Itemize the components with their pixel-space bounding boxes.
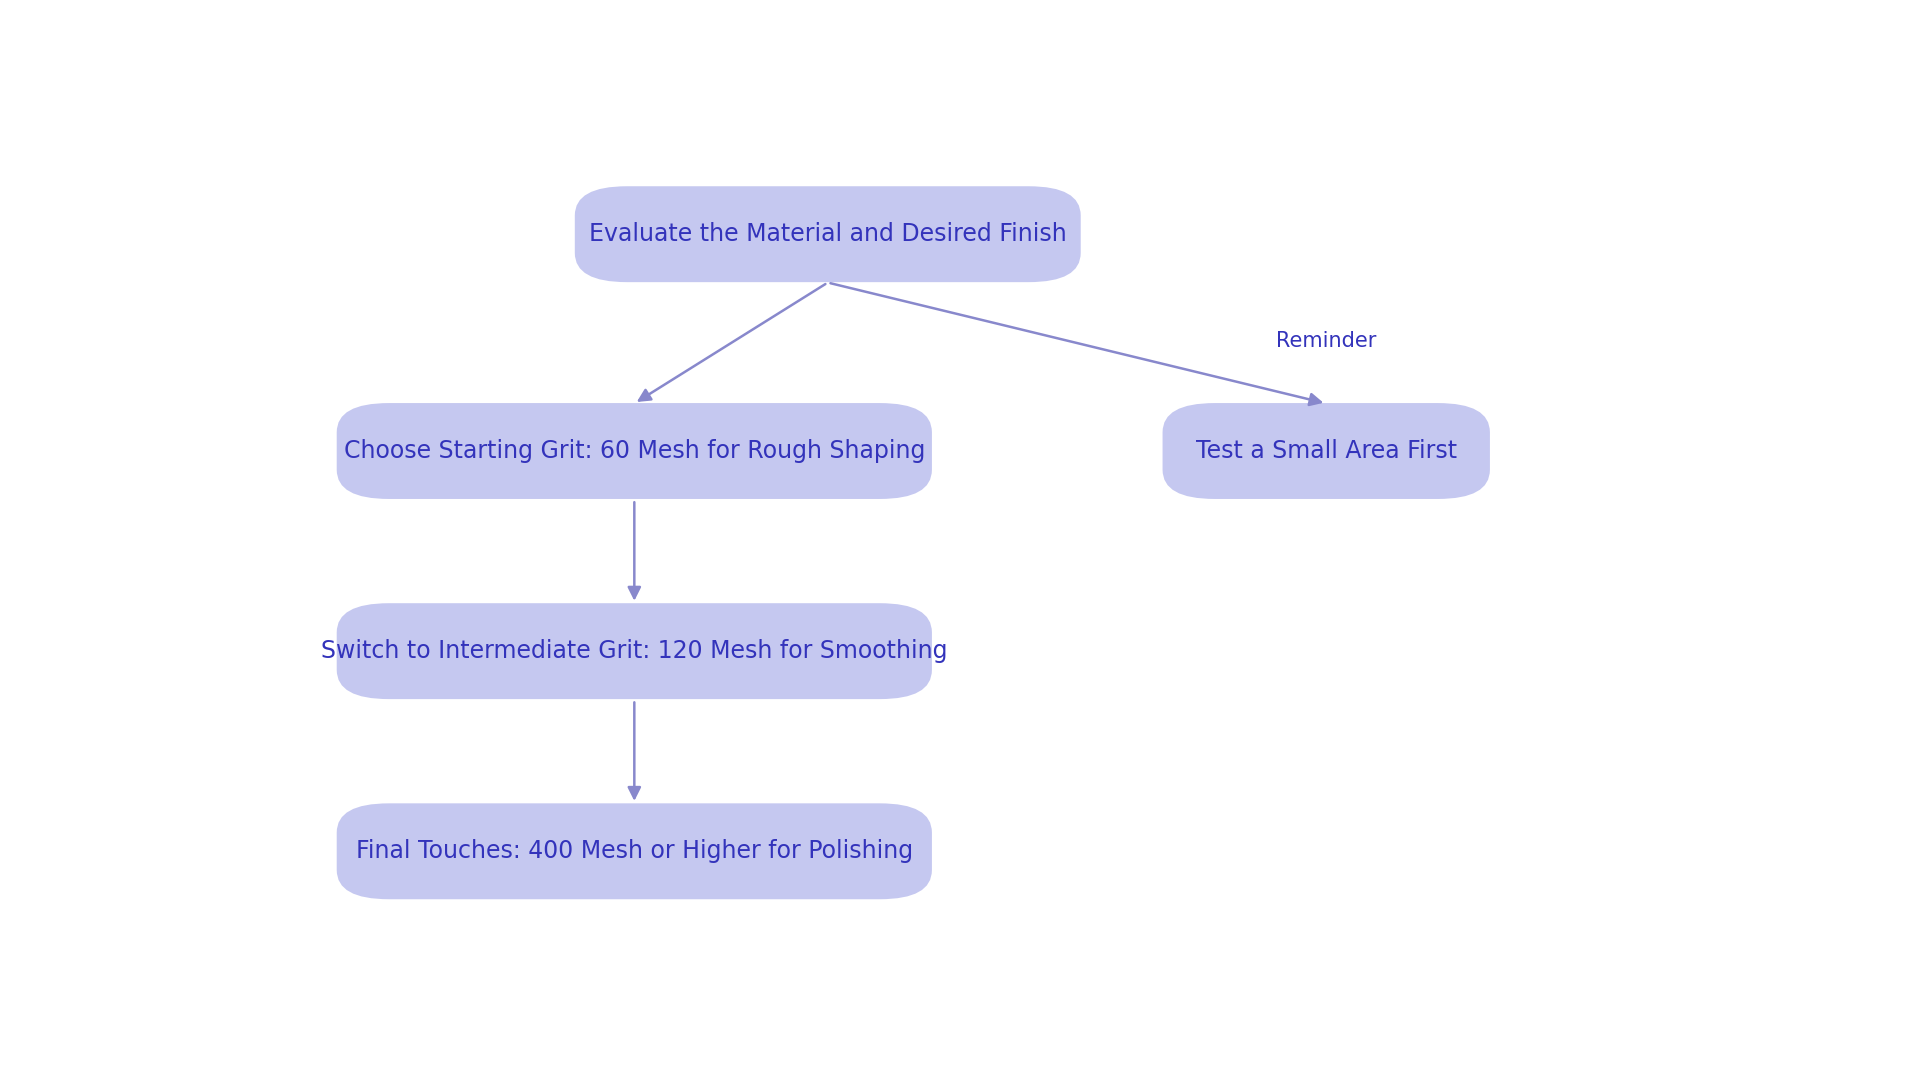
Text: Choose Starting Grit: 60 Mesh for Rough Shaping: Choose Starting Grit: 60 Mesh for Rough … (344, 439, 925, 464)
Text: Test a Small Area First: Test a Small Area First (1196, 439, 1457, 464)
Text: Reminder: Reminder (1277, 331, 1377, 351)
FancyBboxPatch shape (336, 603, 931, 700)
FancyBboxPatch shape (1162, 403, 1490, 499)
Text: Switch to Intermediate Grit: 120 Mesh for Smoothing: Switch to Intermediate Grit: 120 Mesh fo… (321, 639, 948, 663)
Text: Evaluate the Material and Desired Finish: Evaluate the Material and Desired Finish (589, 222, 1068, 246)
FancyBboxPatch shape (336, 403, 931, 499)
FancyBboxPatch shape (336, 804, 931, 899)
Text: Final Touches: 400 Mesh or Higher for Polishing: Final Touches: 400 Mesh or Higher for Po… (355, 839, 912, 863)
FancyBboxPatch shape (574, 186, 1081, 283)
